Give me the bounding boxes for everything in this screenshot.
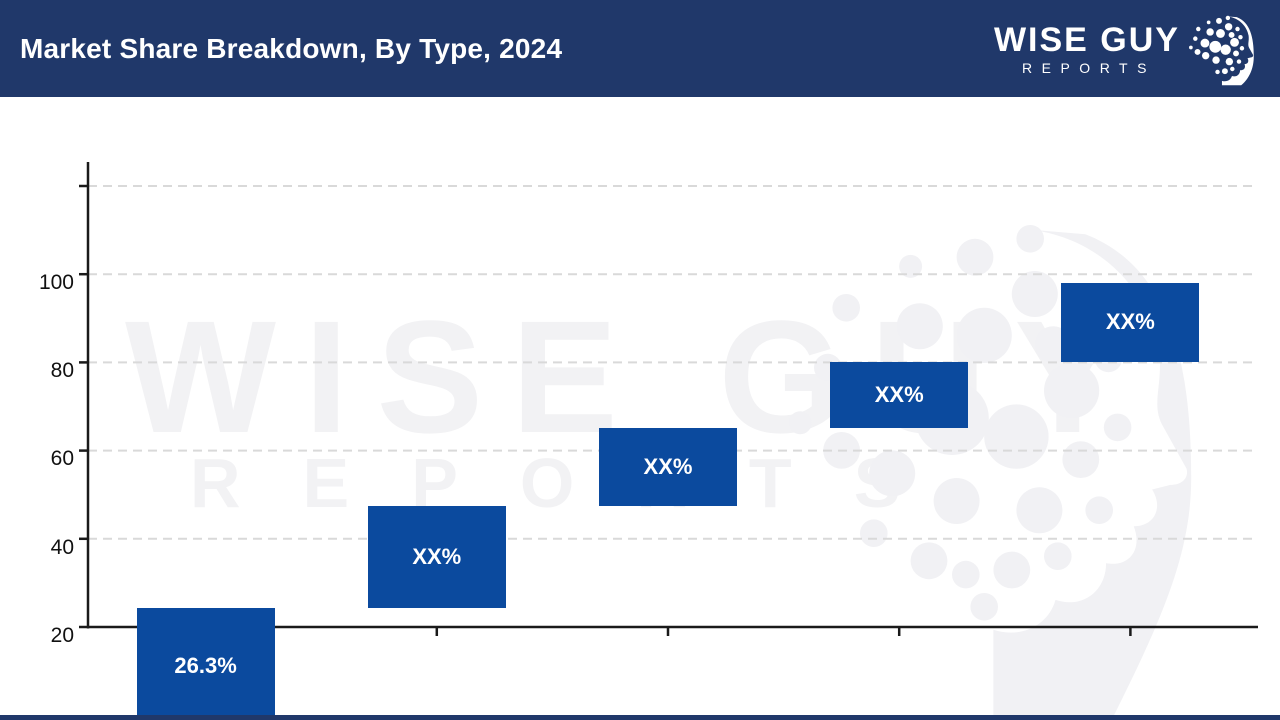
y-tick-label: 60 [50, 447, 74, 471]
footer-bar [0, 715, 1280, 720]
logo-text: WISE GUY REPORTS [994, 23, 1180, 75]
bar-value-label: XX% [874, 382, 924, 407]
bar-lumbar-support: XX% [599, 428, 737, 507]
bar-other-accessories: XX% [1061, 283, 1200, 362]
bar-seat-covers: 26.3% [136, 608, 275, 720]
bar-value-label: XX% [643, 454, 693, 480]
logo-primary-text: WISE GUY [993, 20, 1180, 59]
bar-seat-heaters: XX% [830, 361, 969, 429]
bar-value-label: 26.3% [174, 653, 237, 678]
logo-secondary-text: REPORTS [1022, 59, 1156, 76]
y-tick-label: 40 [50, 535, 74, 559]
y-tick-label: 80 [50, 359, 74, 383]
y-tick-label: 100 [38, 271, 74, 294]
y-tick-label: 20 [50, 623, 74, 647]
watermark-line2: REPORTS [190, 444, 962, 522]
bar-value-label: XX% [1105, 309, 1155, 335]
bar-value-label: XX% [412, 544, 462, 570]
header-bar: Market Share Breakdown, By Type, 2024 WI… [0, 0, 1280, 97]
logo-head-icon [1189, 15, 1254, 85]
page-title: Market Share Breakdown, By Type, 2024 [20, 32, 563, 64]
wiseguy-logo: WISE GUY REPORTS [994, 6, 1256, 92]
chart-area: WISE GUY REPORTS 02040608010026.3%Seat C… [0, 97, 1280, 720]
bar-seat-cushions: XX% [367, 506, 506, 608]
